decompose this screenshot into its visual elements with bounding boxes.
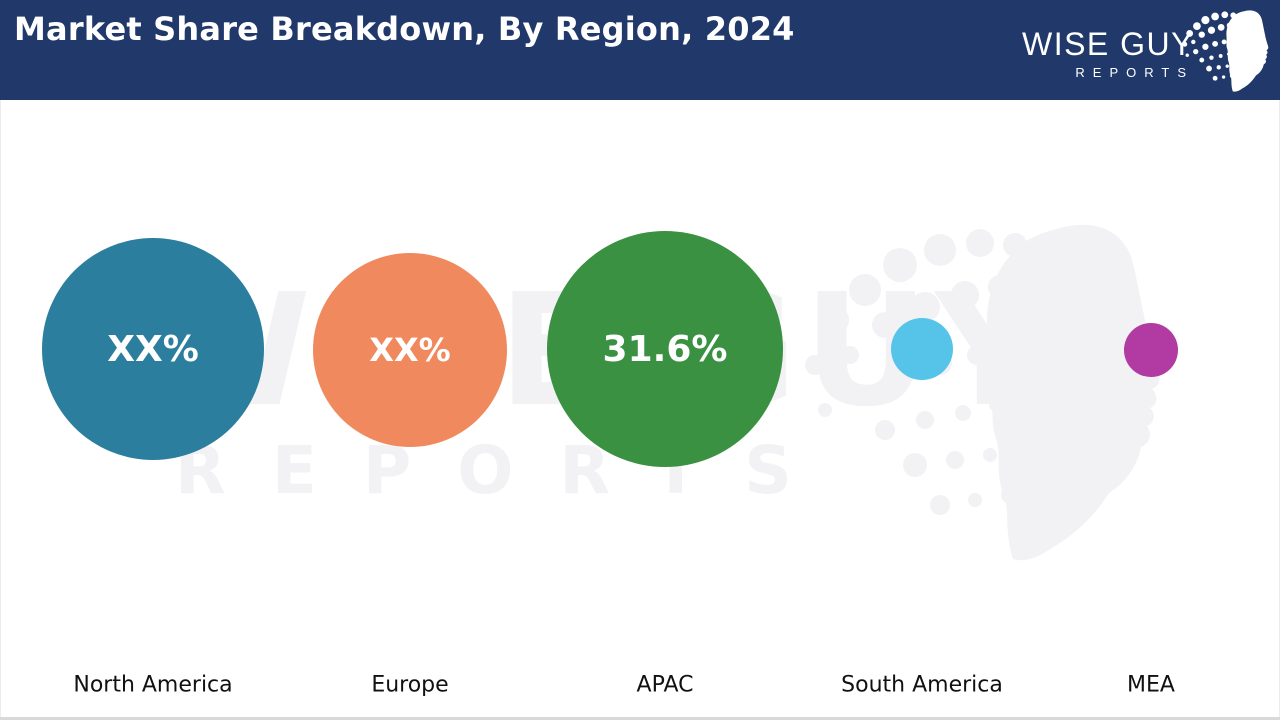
bubble-value-label: 31.6% [602,328,728,370]
category-label-mea: MEA [1127,672,1175,698]
bubble-apac: 31.6% [547,231,783,467]
category-label-apac: APAC [636,672,694,698]
bubble-chart: WISE GUY REPORTS XX%North AmericaXX%Euro… [0,100,1280,720]
logo-wordmark: WISE GUY [1021,26,1194,63]
category-label-europe: Europe [371,672,449,698]
wiseguy-face-icon [1182,10,1269,92]
bubble-north-america: XX% [42,238,264,460]
logo-subtext: REPORTS [1075,64,1194,80]
bubble-value-label: XX% [107,328,199,370]
page-title: Market Share Breakdown, By Region, 2024 [14,10,795,48]
category-label-south-america: South America [841,672,1003,698]
bubble-value-label: XX% [369,331,451,369]
bubble-south-america [891,318,953,380]
bubble-mea [1124,323,1178,377]
watermark-face-icon [805,224,1160,561]
category-label-north-america: North America [73,672,233,698]
logo-text: WISE GUY REPORTS [1022,28,1194,80]
wiseguy-logo: WISE GUY REPORTS [1022,6,1274,96]
bubble-europe: XX% [313,253,507,447]
header: Market Share Breakdown, By Region, 2024 … [0,0,1280,100]
watermark-subtext: REPORTS [175,432,838,509]
